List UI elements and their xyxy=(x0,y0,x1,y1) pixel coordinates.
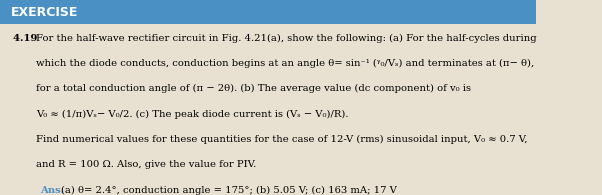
Text: for a total conduction angle of (π − 2θ). (b) The average value (dc component) o: for a total conduction angle of (π − 2θ)… xyxy=(37,84,471,93)
Text: and R = 100 Ω. Also, give the value for PIV.: and R = 100 Ω. Also, give the value for … xyxy=(37,160,256,169)
Text: which the diode conducts, conduction begins at an angle θ= sin⁻¹ (ᵞ₀/Vₛ) and ter: which the diode conducts, conduction beg… xyxy=(37,59,535,68)
Text: EXERCISE: EXERCISE xyxy=(11,6,78,19)
Text: 4.19: 4.19 xyxy=(13,34,42,43)
Text: Ans.: Ans. xyxy=(40,185,68,194)
FancyBboxPatch shape xyxy=(0,0,536,24)
Text: V₀ ≈ (1/π)Vₛ− V₀/2. (c) The peak diode current is (Vₛ − V₀)/R).: V₀ ≈ (1/π)Vₛ− V₀/2. (c) The peak diode c… xyxy=(37,110,349,119)
Text: (a) θ= 2.4°, conduction angle = 175°; (b) 5.05 V; (c) 163 mA; 17 V: (a) θ= 2.4°, conduction angle = 175°; (b… xyxy=(61,185,397,195)
Text: For the half-wave rectifier circuit in Fig. 4.21(a), show the following: (a) For: For the half-wave rectifier circuit in F… xyxy=(37,34,537,43)
Text: Find numerical values for these quantities for the case of 12-V (rms) sinusoidal: Find numerical values for these quantiti… xyxy=(37,135,528,144)
